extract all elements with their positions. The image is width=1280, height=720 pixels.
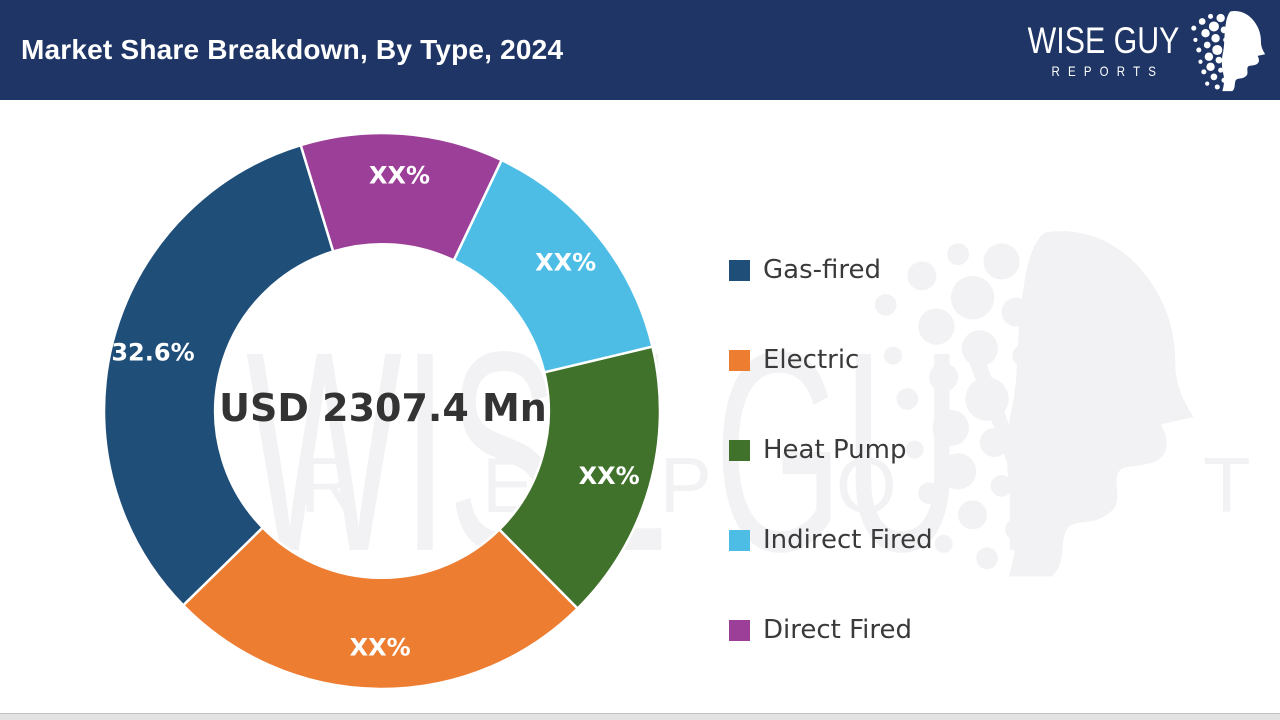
wiseguy-logo-text: WISE GUY REPORTS <box>1011 22 1196 79</box>
chart-legend: Gas-fired Electric Heat Pump Indirect Fi… <box>729 255 933 705</box>
legend-item-direct-fired: Direct Fired <box>729 615 933 645</box>
chart-center-value: USD 2307.4 Mn <box>219 386 547 430</box>
logo-brand-name: WISE GUY <box>1027 19 1180 61</box>
legend-label-indirect-fired: Indirect Fired <box>763 525 933 555</box>
legend-swatch-gas-fired <box>729 259 750 281</box>
page-title: Market Share Breakdown, By Type, 2024 <box>21 34 564 65</box>
wiseguy-logo: WISE GUY REPORTS <box>1011 8 1266 92</box>
legend-swatch-indirect-fired <box>729 529 750 551</box>
legend-item-heat-pump: Heat Pump <box>729 435 933 465</box>
slice-label-indirect-fired: XX% <box>535 248 596 276</box>
legend-item-gas-fired: Gas-fired <box>729 255 933 285</box>
slice-label-gas-fired: 32.6% <box>111 339 194 367</box>
legend-label-electric: Electric <box>763 345 860 375</box>
legend-swatch-heat-pump <box>729 439 750 461</box>
pie-slice-gas-fired <box>102 143 335 607</box>
legend-label-heat-pump: Heat Pump <box>763 435 907 465</box>
legend-label-gas-fired: Gas-fired <box>763 255 882 285</box>
header-bar: Market Share Breakdown, By Type, 2024 WI… <box>0 0 1280 100</box>
logo-brand-subtitle: REPORTS <box>1051 62 1164 79</box>
legend-item-indirect-fired: Indirect Fired <box>729 525 933 555</box>
wiseguy-head-icon <box>1191 11 1266 92</box>
pie-slice-electric <box>181 526 579 691</box>
legend-label-direct-fired: Direct Fired <box>763 615 913 645</box>
legend-swatch-electric <box>729 349 750 371</box>
pie-slice-direct-fired <box>299 131 503 262</box>
bottom-edge-bar <box>0 713 1280 720</box>
slice-label-electric: XX% <box>350 633 411 661</box>
legend-swatch-direct-fired <box>729 619 750 641</box>
legend-item-electric: Electric <box>729 345 933 375</box>
pie-slice-heat-pump <box>498 345 662 610</box>
slice-label-direct-fired: XX% <box>369 161 430 189</box>
slice-label-heat-pump: XX% <box>579 462 640 490</box>
